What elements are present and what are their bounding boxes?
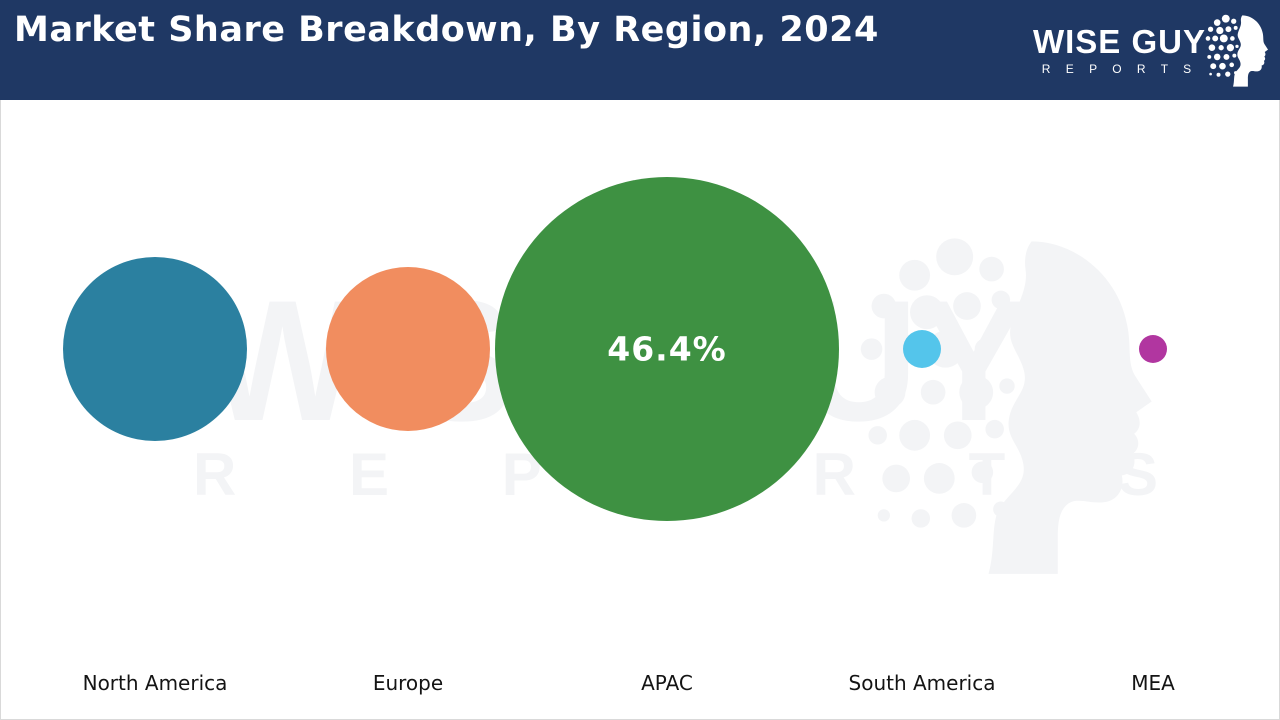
page-title: Market Share Breakdown, By Region, 2024 [14, 10, 879, 50]
category-label-apac: APAC [641, 671, 693, 695]
category-label-europe: Europe [372, 671, 444, 695]
category-label-mea: MEA [1131, 671, 1175, 695]
bubble-europe [326, 267, 490, 431]
bubble-apac [495, 177, 839, 521]
wise-guy-logo: WISE GUY R E P O R T S [1033, 12, 1270, 88]
logo-wordmark: WISE GUY [1032, 22, 1206, 60]
bubble-north-america [63, 257, 247, 441]
bubble-mea [1139, 335, 1167, 363]
bubble-value-apac: 46.4% [607, 329, 727, 369]
logo-subtitle: R E P O R T S [1041, 61, 1198, 76]
header-bar: Market Share Breakdown, By Region, 2024 … [0, 0, 1280, 100]
watermark-head-icon [860, 238, 1152, 574]
logo-text: WISE GUY R E P O R T S [1033, 25, 1206, 76]
category-label-south-america: South America [848, 671, 996, 695]
category-label-north-america: North America [82, 671, 228, 695]
chart-area: WISE GUY R E P O R T S North AmericaEuro… [0, 100, 1280, 720]
bubble-south-america [903, 330, 941, 368]
